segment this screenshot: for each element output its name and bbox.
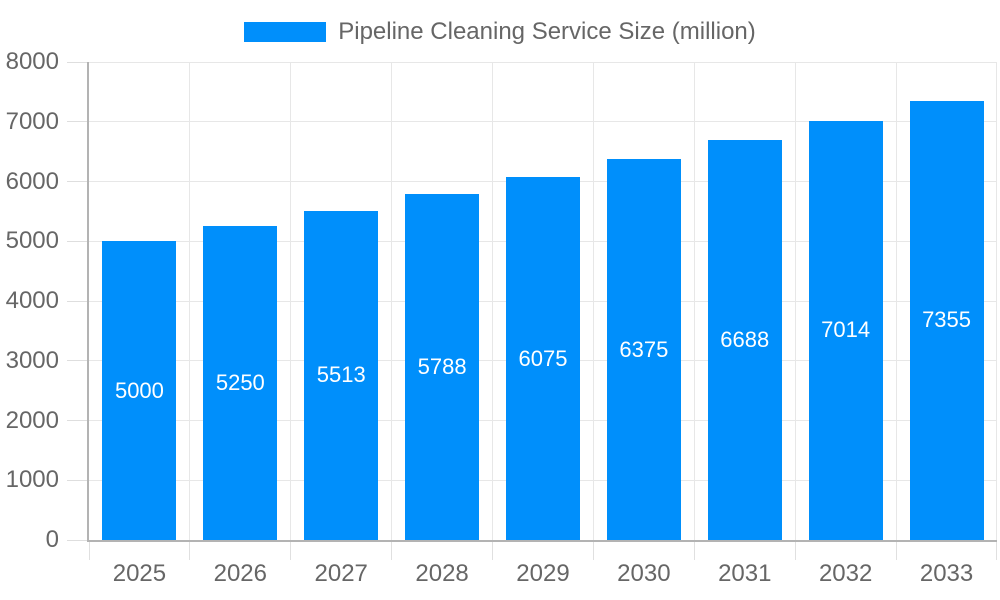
x-axis-label: 2027 [314, 560, 368, 587]
bar: 5000 [102, 241, 177, 540]
bar-value-label: 7355 [922, 307, 972, 333]
y-axis-tick [67, 181, 87, 182]
bar: 5513 [304, 210, 379, 540]
y-axis-tick [67, 539, 87, 541]
x-axis-tick [693, 542, 695, 560]
x-axis-label: 2029 [516, 560, 570, 587]
bar: 7014 [808, 120, 883, 540]
bar-value-label: 6375 [619, 336, 669, 362]
x-axis-label: 2033 [919, 560, 974, 587]
bar-value-label: 6688 [720, 327, 770, 353]
bar-value-label: 5250 [215, 370, 265, 396]
x-axis-label: 2032 [818, 560, 873, 587]
legend[interactable]: Pipeline Cleaning Service Size (million) [0, 16, 1000, 48]
bar: 7355 [909, 100, 984, 540]
x-axis-tick [794, 542, 796, 560]
bar-value-label: 5513 [316, 362, 366, 388]
y-axis-tick [67, 300, 87, 302]
x-axis-label: 2026 [213, 560, 267, 587]
x-axis-tick [895, 542, 897, 560]
x-axis-tick [492, 542, 494, 560]
x-axis-tick [290, 542, 292, 560]
legend-label: Pipeline Cleaning Service Size (million) [338, 18, 756, 45]
y-axis-label: 6000 [5, 167, 59, 195]
gridline-h [89, 61, 997, 63]
gridline-v [693, 62, 695, 540]
gridline-h [89, 121, 997, 123]
x-axis-tick [592, 542, 594, 560]
x-axis-tick [88, 542, 90, 560]
bar: 6688 [707, 140, 782, 540]
bar: 6375 [606, 159, 681, 540]
x-axis-label: 2031 [718, 560, 772, 587]
x-axis-label: 2028 [415, 560, 469, 587]
y-axis-label: 5000 [5, 227, 59, 255]
bar-value-label: 5788 [417, 354, 467, 380]
bar-value-label: 5000 [114, 377, 164, 403]
y-axis-tick [67, 479, 87, 481]
legend-swatch-icon [244, 22, 327, 42]
y-axis-label: 2000 [5, 406, 59, 434]
y-axis-label: 1000 [5, 466, 59, 494]
bar: 5250 [203, 226, 278, 540]
y-axis-label: 0 [45, 526, 59, 553]
y-axis-label: 7000 [5, 107, 59, 135]
bar-value-label: 7014 [821, 317, 871, 343]
x-axis-tick [189, 542, 191, 560]
gridline-v [492, 62, 494, 540]
gridline-v [391, 62, 393, 540]
gridline-v [189, 62, 191, 540]
y-axis-tick [67, 240, 87, 242]
x-axis-label: 2025 [112, 560, 167, 587]
y-axis-tick [67, 121, 87, 123]
gridline-v [995, 62, 997, 540]
x-axis-tick [995, 542, 997, 560]
y-axis-label: 4000 [5, 287, 59, 314]
y-axis-tick [67, 360, 87, 362]
gridline-v [592, 62, 594, 540]
y-axis-label: 8000 [5, 48, 59, 75]
x-axis-tick [391, 542, 393, 560]
bar-value-label: 6075 [518, 345, 568, 371]
gridline-v [794, 62, 796, 540]
bar: 5788 [405, 194, 480, 540]
y-axis-tick [67, 420, 87, 421]
x-axis-label: 2030 [617, 560, 671, 587]
y-axis-label: 3000 [5, 346, 59, 374]
gridline-v [895, 62, 897, 540]
plot-area: 0 1000 2000 3000 4000 5000 6000 7000 8000 5000 202… [6, 48, 997, 587]
y-axis-tick [67, 61, 87, 63]
gridline-v [290, 62, 292, 540]
bar: 6075 [506, 177, 580, 540]
